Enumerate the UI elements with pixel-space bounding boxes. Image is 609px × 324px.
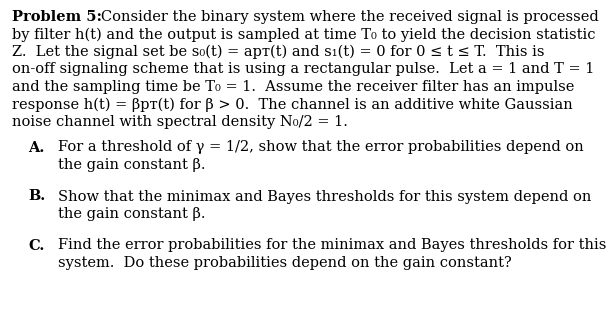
Text: and the sampling time be T₀ = 1.  Assume the receiver filter has an impulse: and the sampling time be T₀ = 1. Assume … (12, 80, 574, 94)
Text: by filter h(t) and the output is sampled at time T₀ to yield the decision statis: by filter h(t) and the output is sampled… (12, 28, 596, 42)
Text: B.: B. (28, 190, 45, 203)
Text: Problem 5:: Problem 5: (12, 10, 102, 24)
Text: C.: C. (28, 238, 44, 252)
Text: For a threshold of γ = 1/2, show that the error probabilities depend on: For a threshold of γ = 1/2, show that th… (58, 141, 584, 155)
Text: noise channel with spectral density N₀/2 = 1.: noise channel with spectral density N₀/2… (12, 115, 348, 129)
Text: the gain constant β.: the gain constant β. (58, 158, 205, 172)
Text: the gain constant β.: the gain constant β. (58, 207, 205, 221)
Text: on-off signaling scheme that is using a rectangular pulse.  Let a = 1 and T = 1: on-off signaling scheme that is using a … (12, 63, 594, 76)
Text: Show that the minimax and Bayes thresholds for this system depend on: Show that the minimax and Bayes threshol… (58, 190, 591, 203)
Text: Z.  Let the signal set be s₀(t) = apᴛ(t) and s₁(t) = 0 for 0 ≤ t ≤ T.  This is: Z. Let the signal set be s₀(t) = apᴛ(t) … (12, 45, 544, 59)
Text: Consider the binary system where the received signal is processed: Consider the binary system where the rec… (87, 10, 599, 24)
Text: system.  Do these probabilities depend on the gain constant?: system. Do these probabilities depend on… (58, 256, 512, 270)
Text: A.: A. (28, 141, 44, 155)
Text: Find the error probabilities for the minimax and Bayes thresholds for this: Find the error probabilities for the min… (58, 238, 607, 252)
Text: response h(t) = βpᴛ(t) for β > 0.  The channel is an additive white Gaussian: response h(t) = βpᴛ(t) for β > 0. The ch… (12, 98, 572, 112)
